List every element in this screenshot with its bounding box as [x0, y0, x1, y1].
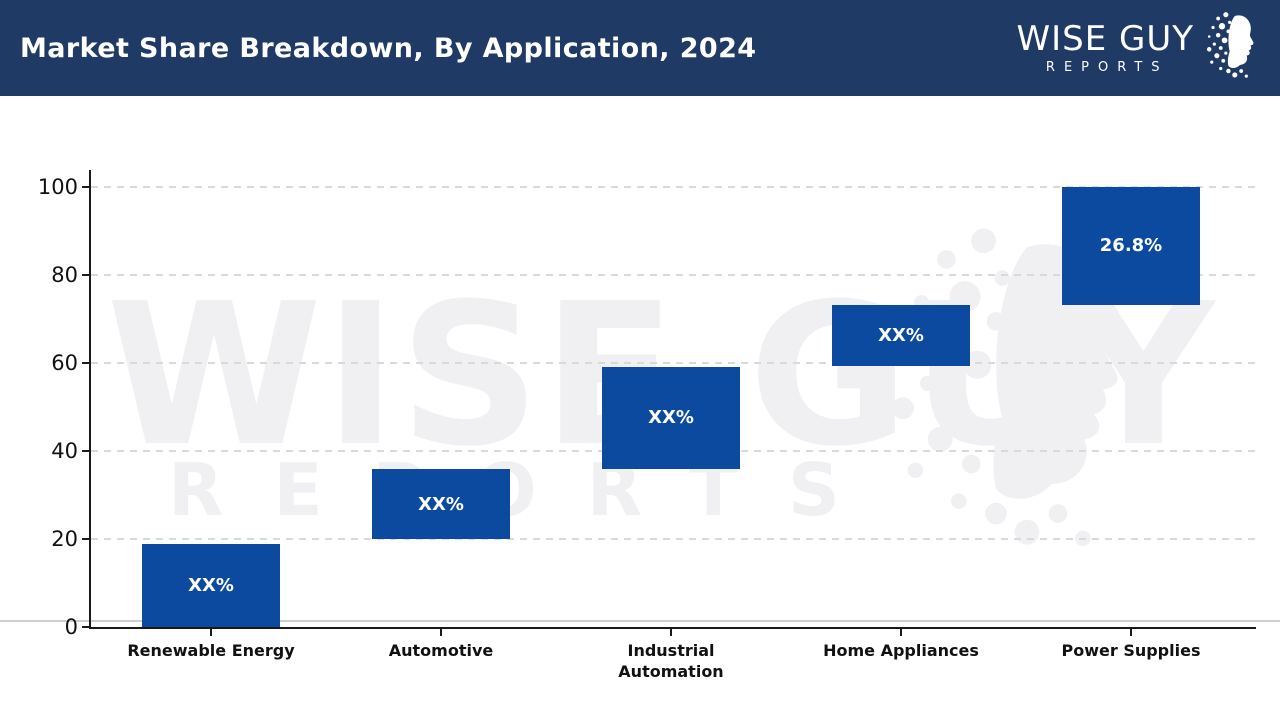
bar-home-appliances: XX% — [832, 304, 970, 366]
y-axis-tick — [82, 362, 89, 364]
wiseguy-logo-text: WISE GUY REPORTS — [1016, 22, 1194, 75]
bar-value-label: XX% — [418, 493, 464, 515]
bar-renewable-energy: XX% — [142, 543, 280, 627]
app-header: Market Share Breakdown, By Application, … — [0, 0, 1280, 96]
bar-value-label: XX% — [648, 407, 694, 429]
y-tick-label: 60 — [51, 351, 78, 375]
gridline — [91, 538, 1256, 540]
x-axis-tick — [1130, 629, 1132, 636]
gridline — [91, 362, 1256, 364]
x-axis-tick — [440, 629, 442, 636]
x-category-label: Power Supplies — [1061, 641, 1201, 660]
logo-brand-name: WISE GUY — [1016, 18, 1194, 59]
x-axis — [89, 627, 1256, 629]
bar-value-label: 26.8% — [1099, 235, 1163, 257]
x-category-label: Automotive — [388, 641, 494, 660]
y-tick-label: 0 — [64, 615, 78, 639]
gridline — [91, 274, 1256, 276]
bar-power-supplies: 26.8% — [1062, 187, 1200, 305]
y-axis-tick — [82, 626, 89, 628]
x-axis-tick — [210, 629, 212, 636]
dotted-head-profile-icon — [1206, 12, 1254, 78]
bar-value-label: XX% — [188, 574, 234, 596]
logo-brand-sub: REPORTS — [1045, 59, 1169, 75]
x-axis-tick — [900, 629, 902, 636]
y-axis — [89, 170, 91, 629]
y-tick-label: 20 — [51, 527, 78, 551]
x-category-label: Home Appliances — [823, 641, 979, 660]
y-tick-label: 80 — [51, 263, 78, 287]
wiseguy-logo: WISE GUY REPORTS — [1016, 8, 1254, 88]
page-title: Market Share Breakdown, By Application, … — [20, 32, 757, 64]
chart-canvas: WISE GUY REPORTS 0 20 40 60 80 100 XX% Renewabl… — [0, 96, 1280, 716]
y-axis-tick — [82, 538, 89, 540]
watermark-subtext: REPORTS — [168, 448, 890, 532]
y-axis-tick — [82, 450, 89, 452]
x-category-label: Industrial Automation — [618, 641, 724, 682]
x-category-label: Renewable Energy — [127, 641, 295, 660]
gridline — [91, 186, 1256, 188]
y-axis-tick — [82, 186, 89, 188]
bar-value-label: XX% — [878, 324, 924, 346]
x-axis-tick — [670, 629, 672, 636]
y-tick-label: 40 — [51, 439, 78, 463]
y-tick-label: 100 — [37, 175, 78, 199]
footer-divider — [0, 620, 1280, 622]
bar-automotive: XX% — [372, 469, 510, 539]
y-axis-tick — [82, 274, 89, 276]
bar-industrial-automation: XX% — [602, 366, 740, 469]
